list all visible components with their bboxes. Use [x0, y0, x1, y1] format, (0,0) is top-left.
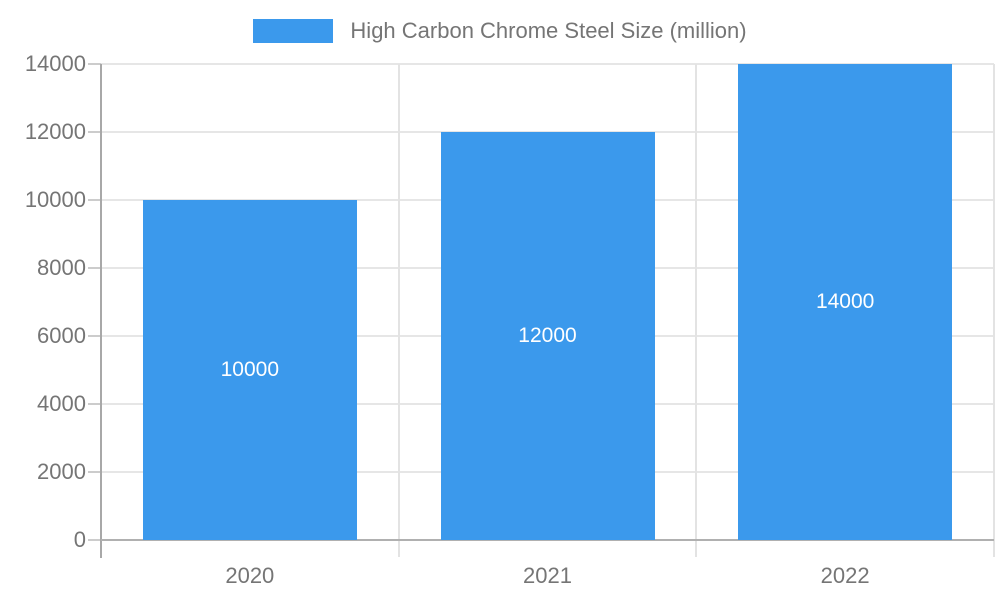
- bar: [142, 200, 357, 540]
- legend-swatch: [253, 19, 334, 43]
- y-axis-tick-label: 14000: [24, 51, 86, 76]
- x-axis-tick-label: 2020: [225, 563, 275, 588]
- y-axis-tick-label: 6000: [37, 323, 86, 348]
- bar-value-label: 10000: [220, 358, 280, 381]
- x-axis-line: [101, 539, 994, 541]
- v-gridline: [993, 64, 995, 557]
- y-axis-tick: [88, 63, 101, 65]
- legend: High Carbon Chrome Steel Size (million): [0, 17, 1000, 45]
- y-axis-tick: [88, 131, 101, 133]
- y-axis-tick-label: 8000: [37, 255, 86, 280]
- y-axis-line: [100, 64, 102, 558]
- y-axis-tick: [88, 267, 101, 269]
- v-gridline: [695, 64, 698, 557]
- y-axis-tick-label: 0: [73, 527, 86, 552]
- bar-value-label: 14000: [815, 290, 875, 313]
- y-axis-tick: [88, 199, 101, 201]
- v-gridline: [397, 64, 400, 557]
- x-axis-tick-label: 2021: [523, 563, 572, 588]
- y-axis-tick-label: 10000: [24, 187, 86, 212]
- bar: [440, 132, 655, 540]
- y-axis-tick: [88, 471, 101, 473]
- x-axis-tick-label: 2022: [820, 563, 870, 588]
- y-axis-tick: [88, 539, 101, 541]
- legend-label: High Carbon Chrome Steel Size (million): [350, 18, 747, 43]
- y-axis-tick-label: 2000: [37, 459, 86, 484]
- y-axis-tick-label: 12000: [24, 119, 86, 144]
- y-axis-tick: [88, 403, 101, 405]
- bar: [738, 64, 953, 540]
- h-gridline: [101, 63, 994, 65]
- y-axis-tick: [88, 335, 101, 337]
- bar-value-label: 12000: [518, 324, 577, 347]
- y-axis-tick-label: 4000: [37, 391, 86, 416]
